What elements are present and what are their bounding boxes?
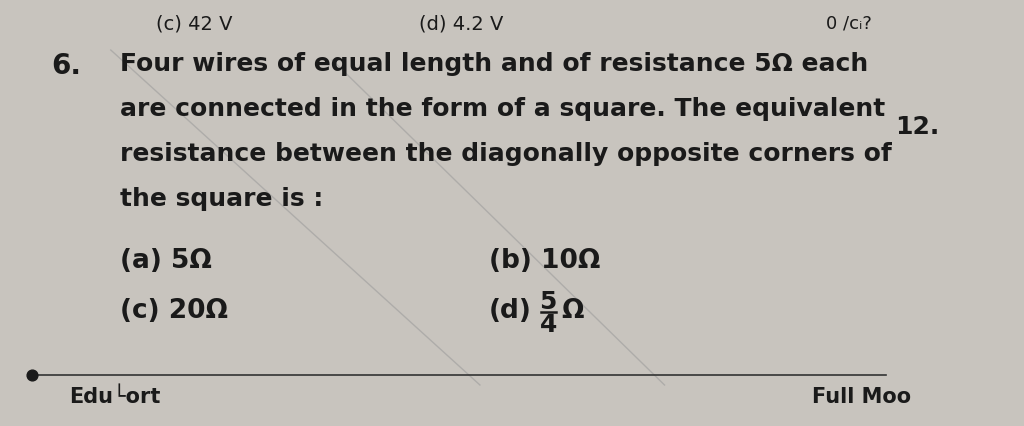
Text: 0 /cᵢ?: 0 /cᵢ? <box>826 15 872 33</box>
Point <box>25 371 41 378</box>
Text: are connected in the form of a square. The equivalent: are connected in the form of a square. T… <box>120 97 885 121</box>
Text: 5: 5 <box>540 290 557 314</box>
Text: (b) 10Ω: (b) 10Ω <box>489 248 600 274</box>
Text: (c) 20Ω: (c) 20Ω <box>120 298 228 324</box>
Text: 12.: 12. <box>895 115 939 139</box>
Text: (d) 4.2 V: (d) 4.2 V <box>419 15 504 34</box>
Text: 6.: 6. <box>51 52 81 80</box>
Text: Edu└ort: Edu└ort <box>70 387 161 407</box>
Text: (d): (d) <box>489 298 532 324</box>
Text: (c) 42 V: (c) 42 V <box>156 15 232 34</box>
Text: Four wires of equal length and of resistance 5Ω each: Four wires of equal length and of resist… <box>120 52 868 76</box>
Text: Ω: Ω <box>561 298 584 324</box>
Text: Full Moo: Full Moo <box>812 387 911 407</box>
Text: the square is :: the square is : <box>120 187 324 211</box>
Text: resistance between the diagonally opposite corners of: resistance between the diagonally opposi… <box>120 142 892 166</box>
Text: 4: 4 <box>540 313 557 337</box>
Text: (a) 5Ω: (a) 5Ω <box>120 248 212 274</box>
